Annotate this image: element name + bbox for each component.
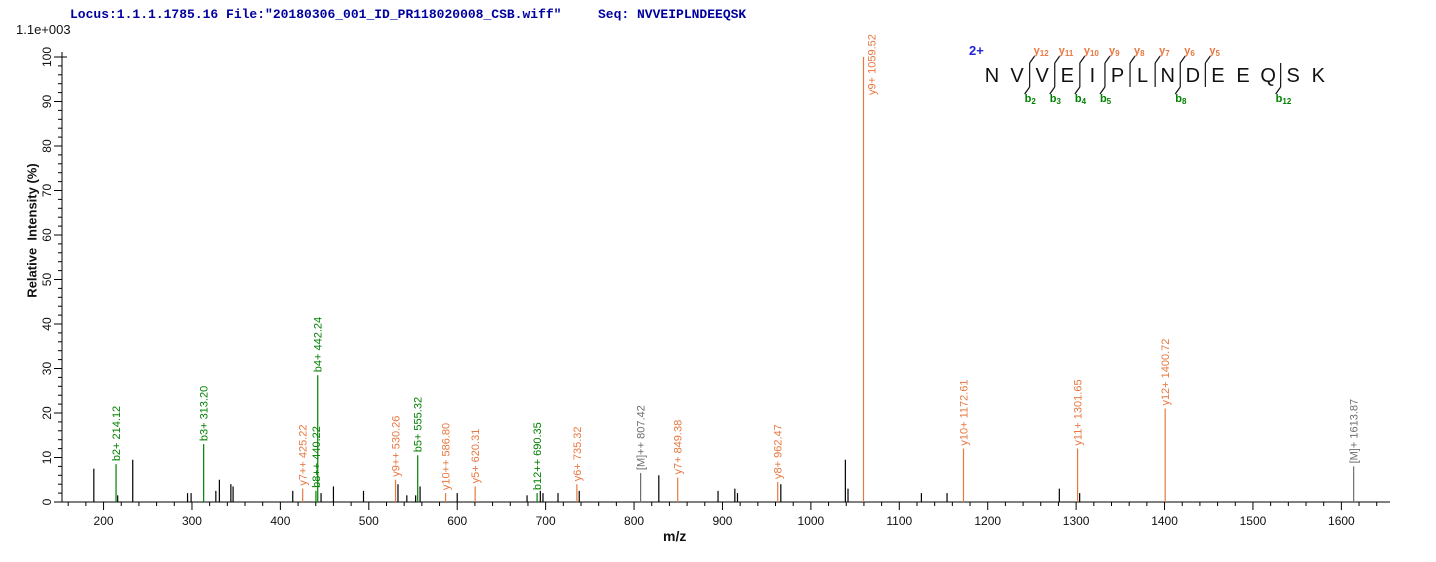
y-ion-label: y8: [1134, 45, 1145, 58]
b-ion-label: b4: [1075, 93, 1087, 106]
svg-text:1500: 1500: [1240, 514, 1267, 528]
residue-letter: L: [1137, 65, 1148, 87]
residue-letter: V: [1036, 65, 1050, 87]
y-tick-label: 30: [40, 362, 54, 376]
y-tick-label: 90: [40, 95, 54, 109]
y-ion-label: y10: [1084, 45, 1100, 58]
peak-label-b3+: b3+ 313.20: [199, 386, 211, 441]
residue-letter: S: [1287, 65, 1300, 87]
svg-text:1300: 1300: [1063, 514, 1090, 528]
svg-text:1600: 1600: [1328, 514, 1355, 528]
b-ion-label: b2: [1025, 93, 1037, 106]
peak-label-y9+: y9+ 1059.52: [867, 34, 879, 95]
y-ion-label: y11: [1059, 45, 1074, 58]
peak-label-[M]++: [M]++ 807.42: [636, 405, 648, 470]
peak-label-[M]+: [M]+ 1613.87: [1349, 399, 1361, 464]
svg-text:1200: 1200: [974, 514, 1001, 528]
x-tick-labels: 200 300 400 500 600 700 800 900 1000 1100 1200 1300…: [94, 514, 1356, 528]
svg-text:600: 600: [447, 514, 467, 528]
residue-letter: E: [1061, 65, 1074, 87]
svg-text:200: 200: [94, 514, 114, 528]
peak-label-y7++: y7++ 425.22: [298, 424, 310, 485]
b-ion-label: b8: [1175, 93, 1187, 106]
y-ion-label: y9: [1109, 45, 1120, 58]
peak-label-y6+: y6+ 735.32: [572, 426, 584, 481]
unlabeled-peaks: [93, 459, 1081, 502]
svg-text:1100: 1100: [886, 514, 912, 528]
svg-text:1000: 1000: [798, 514, 825, 528]
svg-text:400: 400: [270, 514, 290, 528]
peak-label-y9++: y9++ 530.26: [391, 416, 403, 477]
max-intensity-label: 1.1e+003: [16, 22, 71, 37]
sequence-header-text: Seq: NVVEIPLNDEEQSK: [598, 7, 747, 22]
residue-letter: N: [1160, 65, 1174, 87]
residue-letter: K: [1312, 65, 1326, 87]
peak-label-b12++: b12++ 690.35: [532, 422, 544, 490]
y-tick-label: 20: [40, 406, 54, 420]
peak-label-b4+: b4+ 442.24: [313, 317, 325, 372]
svg-text:300: 300: [182, 514, 202, 528]
y-ion-label: y5: [1209, 45, 1220, 58]
peak-label-y11+: y11+ 1301.65: [1073, 379, 1085, 445]
peak-label-b2+: b2+ 214.12: [111, 406, 123, 461]
residue-letter: D: [1186, 65, 1200, 87]
peak-label-y5+: y5+ 620.31: [470, 429, 482, 484]
y-tick-label: 70: [40, 184, 54, 198]
peak-label-y8+: y8+ 962.47: [773, 424, 785, 479]
y-tick-label: 100: [40, 47, 54, 67]
peak-label-y12+: y12+ 1400.72: [1160, 339, 1172, 406]
residue-letter: I: [1090, 65, 1096, 87]
b-ion-label: b5: [1100, 93, 1112, 106]
svg-text:800: 800: [624, 514, 644, 528]
labeled-peaks: b2+ 214.12 b3+ 313.20 y7++ 425.22 b8++ 440.…: [111, 34, 1361, 502]
residue-letter: E: [1211, 65, 1224, 87]
residue-letter: E: [1236, 65, 1249, 87]
residue-letter: Q: [1260, 65, 1276, 87]
y-tick-label: 0: [40, 498, 54, 505]
b-ion-label: b12: [1276, 93, 1292, 106]
residue-letter: V: [1010, 65, 1024, 87]
y-tick-label: 50: [40, 273, 54, 287]
y-ion-label: y6: [1184, 45, 1195, 58]
x-axis-title: m/z: [663, 528, 687, 544]
charge-state-label: 2+: [969, 43, 984, 58]
axes: [54, 52, 1390, 510]
svg-text:1400: 1400: [1151, 514, 1178, 528]
peak-label-b8++: b8++ 440.22: [311, 426, 323, 488]
residue-letter: P: [1111, 65, 1124, 87]
svg-text:700: 700: [536, 514, 556, 528]
peak-label-y7+: y7+ 849.38: [673, 420, 685, 475]
peak-label-b5+: b5+ 555.32: [413, 397, 425, 452]
svg-text:500: 500: [359, 514, 379, 528]
y-tick-label: 80: [40, 139, 54, 153]
peak-label-y10++: y10++ 586.80: [441, 423, 453, 490]
peak-label-y10+: y10+ 1172.61: [958, 379, 970, 445]
y-tick-label: 60: [40, 228, 54, 242]
y-tick-label: 40: [40, 317, 54, 331]
y-ion-label: y7: [1159, 45, 1170, 58]
locus-file-text: Locus:1.1.1.1785.16 File:"20180306_001_I…: [70, 7, 562, 22]
svg-text:900: 900: [712, 514, 732, 528]
residue-letter: N: [985, 65, 999, 87]
b-ion-label: b3: [1050, 93, 1062, 106]
y-ion-label: y12: [1034, 45, 1050, 58]
y-tick-label: 10: [40, 451, 54, 465]
